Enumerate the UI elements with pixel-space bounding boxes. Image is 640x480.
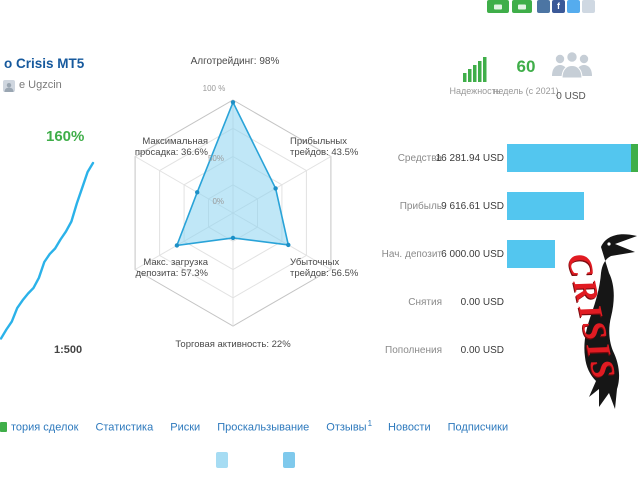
reliability-bars-icon bbox=[463, 57, 487, 82]
radar-label-losing: Убыточных трейдов: 56.5% bbox=[290, 257, 359, 279]
stat-label-profit: Прибыль bbox=[399, 201, 442, 212]
growth-chart bbox=[0, 161, 95, 340]
radar-ring-50: 50% bbox=[207, 154, 224, 163]
growth-percent: 160% bbox=[46, 128, 85, 145]
stat-label-refills: Пополнения bbox=[385, 345, 442, 356]
reviews-badge: 1 bbox=[367, 419, 373, 428]
tab-subscribers[interactable]: Подписчики bbox=[447, 421, 509, 434]
stat-value-refills: 0.00 USD bbox=[460, 345, 504, 356]
content-icon-2 bbox=[283, 452, 295, 468]
twitter-share-icon[interactable] bbox=[567, 0, 580, 13]
favorite-button[interactable] bbox=[512, 0, 532, 13]
stat-value-deposit: 6 000.00 USD bbox=[441, 249, 504, 260]
stat-bar bbox=[507, 144, 638, 172]
tab-statistics[interactable]: Статистика bbox=[95, 421, 154, 434]
leverage-value: 1:500 bbox=[54, 344, 83, 356]
radar-label-load: Макс. загрузка депозита: 57.3% bbox=[135, 257, 208, 279]
radar-label-activity: Торговая активность: 22% bbox=[175, 339, 291, 350]
signal-author[interactable]: e Ugzcin bbox=[19, 79, 62, 91]
signal-price: 0 USD bbox=[556, 91, 586, 102]
radar-ring-100: 100 % bbox=[202, 84, 226, 93]
subscribers-icon bbox=[552, 51, 592, 79]
subscribe-button[interactable] bbox=[487, 0, 509, 13]
stat-label-funds: Средства bbox=[397, 153, 442, 164]
facebook-share-icon[interactable]: f bbox=[552, 0, 565, 13]
stat-bar bbox=[507, 192, 584, 220]
author-avatar bbox=[3, 80, 15, 92]
weeks-caption: недель (с 2021) bbox=[493, 86, 559, 96]
tab-bar: тория сделок Статистика Риски Проскальзы… bbox=[11, 419, 509, 434]
radar-label-profitable: Прибыльных трейдов: 43.5% bbox=[290, 136, 359, 158]
person-icon bbox=[4, 83, 14, 92]
stat-bar bbox=[507, 240, 555, 268]
dragon-logo-icon bbox=[584, 234, 637, 409]
radar-label-algo: Алготрейдинг: 98% bbox=[190, 56, 280, 67]
stat-value-profit: 9 616.61 USD bbox=[441, 201, 504, 212]
stat-value-funds: 16 281.94 USD bbox=[435, 153, 504, 164]
vk-share-icon[interactable] bbox=[537, 0, 550, 13]
tab-news[interactable]: Новости bbox=[388, 421, 431, 434]
weeks-count: 60 bbox=[516, 57, 536, 76]
content-icon-1 bbox=[216, 452, 228, 468]
tab-trading-history[interactable]: тория сделок bbox=[11, 421, 79, 434]
tab-reviews[interactable]: Отзывы1 bbox=[326, 419, 373, 434]
reliability-label: Надежность bbox=[449, 86, 501, 96]
signal-title[interactable]: o Crisis MT5 bbox=[4, 56, 85, 71]
stat-label-deposit: Нач. депозит bbox=[381, 249, 442, 260]
stat-value-withdrawals: 0.00 USD bbox=[460, 297, 504, 308]
tab-risks[interactable]: Риски bbox=[170, 421, 201, 434]
tab-slippage[interactable]: Проскальзывание bbox=[217, 421, 310, 434]
radar-ring-0: 0% bbox=[212, 197, 224, 206]
radar-chart bbox=[134, 99, 332, 327]
stat-label-withdrawals: Снятия bbox=[408, 297, 442, 308]
more-share-icon[interactable] bbox=[582, 0, 595, 13]
tab-bullet-icon bbox=[0, 422, 7, 432]
radar-label-drawdown: Максимальная просадка: 36.6% bbox=[134, 136, 208, 158]
